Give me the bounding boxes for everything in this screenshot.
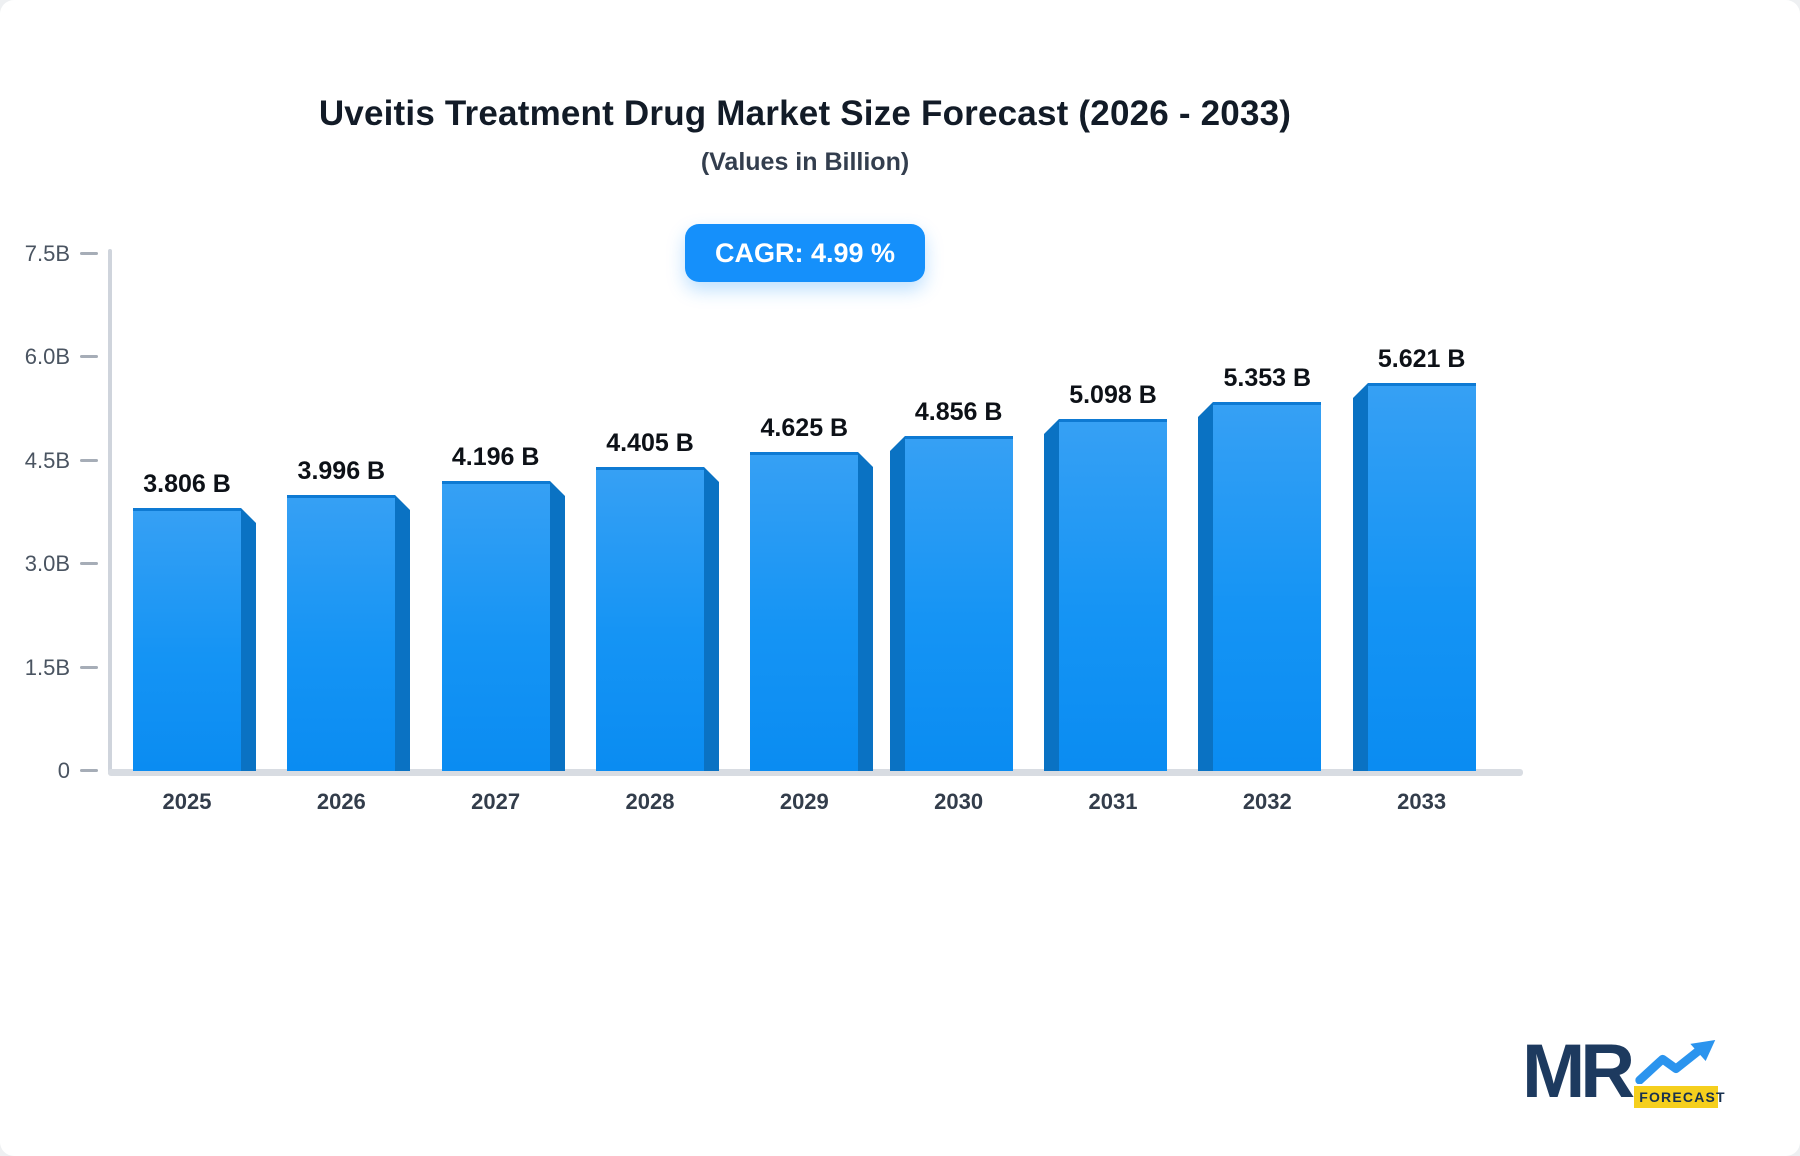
chart-title: Uveitis Treatment Drug Market Size Forec… (318, 94, 1292, 133)
cagr-badge: CAGR: 4.99 % (685, 224, 925, 282)
bar-side-2028[interactable] (704, 467, 719, 771)
bar-side-2026[interactable] (395, 495, 410, 771)
y-tick-label: 1.5B (24, 655, 70, 680)
bar-2026[interactable] (287, 495, 395, 771)
y-axis-line (108, 249, 112, 775)
y-tick-dash (80, 459, 98, 462)
y-tick-label: 7.5B (24, 241, 70, 266)
chart-subtitle: (Values in Billion) (700, 148, 910, 176)
bar-value-label-2032: 5.353 B (1223, 364, 1312, 392)
bar-value-label-2027: 4.196 B (451, 443, 540, 471)
bar-2032[interactable] (1213, 402, 1321, 771)
x-tick-label-2027: 2027 (471, 789, 521, 814)
bar-2030[interactable] (905, 436, 1013, 771)
bar-2033[interactable] (1368, 383, 1476, 771)
bar-side-2030[interactable] (890, 436, 905, 771)
bar-value-label-2028: 4.405 B (606, 429, 694, 457)
bar-side-2033[interactable] (1353, 383, 1368, 771)
bar-side-2025[interactable] (241, 508, 256, 771)
logo-mr-text: MR (1522, 1029, 1635, 1114)
y-tick-label: 3.0B (24, 551, 70, 576)
bar-2027[interactable] (442, 481, 550, 771)
y-tick-label: 0 (57, 758, 70, 783)
bar-side-2032[interactable] (1198, 402, 1213, 771)
logo-forecast-text: FORECAST (1634, 1086, 1725, 1108)
y-tick-dash (80, 666, 98, 669)
y-tick-dash (80, 769, 98, 772)
bar-value-label-2025: 3.806 B (143, 470, 231, 498)
x-tick-label-2033: 2033 (1397, 789, 1447, 814)
bar-value-label-2033: 5.621 B (1377, 345, 1466, 373)
logo-right-block: FORECAST (1634, 1028, 1725, 1108)
x-tick-label-2031: 2031 (1088, 789, 1138, 814)
bar-2029[interactable] (750, 452, 858, 771)
bar-side-2027[interactable] (550, 481, 565, 771)
bar-2031[interactable] (1059, 419, 1167, 771)
bar-side-2029[interactable] (858, 452, 873, 771)
x-tick-label-2029: 2029 (779, 789, 829, 814)
bar-side-2031[interactable] (1044, 419, 1059, 771)
bar-value-label-2029: 4.625 B (760, 414, 849, 442)
y-tick-dash (80, 252, 98, 255)
y-tick-label: 6.0B (24, 344, 70, 369)
bar-2028[interactable] (596, 467, 704, 771)
mrforecast-logo[interactable]: MR FORECAST (1522, 1028, 1725, 1124)
x-tick-label-2032: 2032 (1242, 789, 1292, 814)
y-tick-dash (80, 355, 98, 358)
y-tick-dash (80, 562, 98, 565)
x-tick-label-2025: 2025 (162, 789, 212, 814)
x-tick-label-2030: 2030 (934, 789, 984, 814)
x-axis-baseline (108, 769, 1523, 776)
bar-2025[interactable] (133, 508, 241, 771)
x-tick-label-2026: 2026 (316, 789, 366, 814)
bar-value-label-2026: 3.996 B (297, 457, 386, 485)
logo-trend-arrow-icon (1635, 1040, 1716, 1084)
y-tick-label: 4.5B (24, 448, 70, 473)
x-tick-label-2028: 2028 (625, 789, 675, 814)
bar-value-label-2030: 4.856 B (914, 398, 1003, 426)
bar-value-label-2031: 5.098 B (1069, 381, 1157, 409)
